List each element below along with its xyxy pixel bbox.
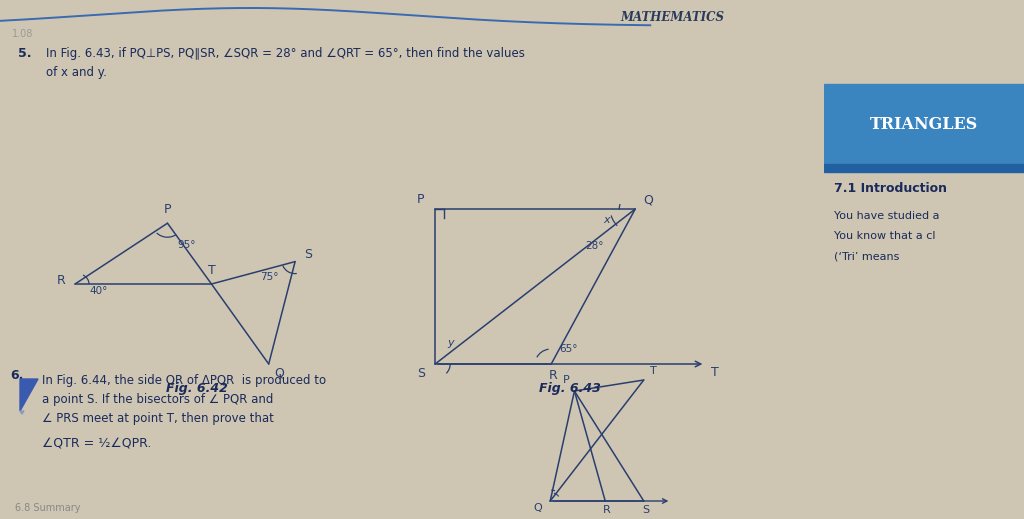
- Bar: [824, 164, 1024, 172]
- Text: 6.: 6.: [10, 369, 24, 382]
- Text: 65°: 65°: [559, 344, 578, 354]
- Text: (‘Tri’ means: (‘Tri’ means: [835, 251, 900, 261]
- Bar: [824, 84, 1024, 164]
- Text: T: T: [208, 264, 215, 277]
- Text: 95°: 95°: [177, 240, 196, 250]
- Text: 1.08: 1.08: [12, 29, 34, 39]
- Text: x: x: [603, 215, 610, 225]
- Text: Q: Q: [643, 193, 653, 206]
- Text: 5.: 5.: [18, 47, 32, 60]
- Text: 40°: 40°: [89, 286, 108, 296]
- Text: R: R: [603, 505, 611, 515]
- Text: S: S: [304, 248, 312, 261]
- Text: You have studied a: You have studied a: [835, 211, 940, 221]
- Polygon shape: [20, 411, 24, 414]
- Text: P: P: [164, 203, 171, 216]
- Text: S: S: [642, 505, 649, 515]
- Text: In Fig. 6.43, if PQ⊥PS, PQ∥SR, ∠SQR = 28° and ∠QRT = 65°, then find the values: In Fig. 6.43, if PQ⊥PS, PQ∥SR, ∠SQR = 28…: [46, 47, 525, 60]
- Text: Q: Q: [273, 367, 284, 380]
- Text: 7.1 Introduction: 7.1 Introduction: [835, 182, 947, 195]
- Text: ∠ PRS meet at point T, then prove that: ∠ PRS meet at point T, then prove that: [42, 412, 273, 425]
- Text: P: P: [417, 193, 424, 206]
- Text: S: S: [417, 367, 425, 380]
- Text: P: P: [563, 375, 569, 385]
- Text: ∠QTR = ½∠QPR.: ∠QTR = ½∠QPR.: [42, 437, 152, 450]
- Text: T: T: [712, 366, 719, 379]
- Text: Fig. 6.42: Fig. 6.42: [166, 382, 227, 395]
- Text: R: R: [56, 274, 66, 287]
- Text: 28°: 28°: [586, 241, 604, 251]
- Text: You know that a cl: You know that a cl: [835, 231, 936, 241]
- Text: In Fig. 6.44, the side QR of ΔPQR  is produced to: In Fig. 6.44, the side QR of ΔPQR is pro…: [42, 374, 326, 387]
- Polygon shape: [20, 379, 38, 411]
- Text: 75°: 75°: [260, 271, 279, 282]
- Text: of x and y.: of x and y.: [46, 66, 106, 79]
- Text: y: y: [447, 338, 454, 348]
- Text: T: T: [650, 366, 657, 376]
- Text: a point S. If the bisectors of ∠ PQR and: a point S. If the bisectors of ∠ PQR and: [42, 393, 273, 406]
- Text: R: R: [549, 369, 558, 382]
- Text: Q: Q: [534, 503, 543, 513]
- Text: TRIANGLES: TRIANGLES: [870, 116, 978, 132]
- Text: 6.8 Summary: 6.8 Summary: [15, 503, 81, 513]
- Text: Fig. 6.43: Fig. 6.43: [540, 382, 601, 395]
- Text: MATHEMATICS: MATHEMATICS: [621, 11, 724, 24]
